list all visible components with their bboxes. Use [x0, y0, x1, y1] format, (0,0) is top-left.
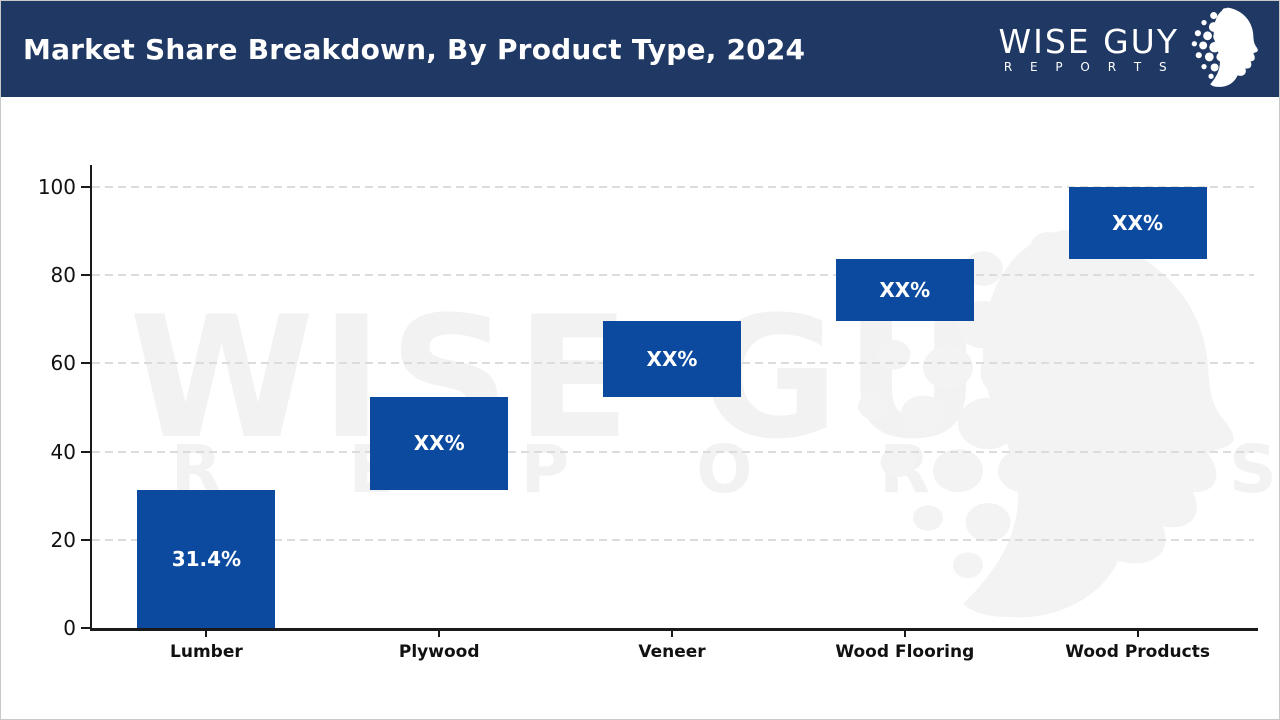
bar-value-label: XX%	[646, 346, 698, 371]
x-tick-mark	[671, 630, 673, 637]
gridline	[92, 186, 1254, 188]
y-tick-label: 80	[50, 263, 76, 288]
y-tick-mark	[81, 274, 90, 277]
gridline	[92, 538, 1254, 541]
y-tick-label: 60	[50, 351, 76, 376]
bar-wood-flooring: XX%	[835, 258, 974, 322]
bar-wood-products: XX%	[1068, 187, 1207, 259]
header-bar: Market Share Breakdown, By Product Type,…	[1, 1, 1279, 97]
logo-text: WISE GUY R E P O R T S	[998, 25, 1179, 73]
y-tick-mark	[81, 450, 90, 453]
y-tick-mark	[81, 627, 90, 629]
x-category-label: Veneer	[638, 642, 706, 662]
x-category-label: Wood Flooring	[835, 642, 975, 662]
bar-value-label: XX%	[413, 431, 465, 456]
x-tick-mark	[1136, 630, 1139, 637]
x-tick-mark	[438, 630, 441, 637]
wiseguy-logo: WISE GUY R E P O R T S	[998, 5, 1265, 93]
y-tick-label: 0	[63, 616, 76, 640]
y-axis-line	[90, 164, 92, 630]
x-category-label: Lumber	[170, 642, 243, 662]
y-tick-label: 40	[50, 439, 76, 464]
x-category-label: Wood Products	[1065, 642, 1210, 662]
bar-lumber: 31.4%	[137, 489, 276, 628]
y-tick-mark	[81, 186, 90, 188]
dotted-head-icon	[1191, 7, 1258, 87]
y-tick-mark	[81, 538, 90, 541]
logo-wordmark: WISE GUY	[998, 22, 1179, 61]
bar-veneer: XX%	[603, 321, 741, 397]
bar-value-label: XX%	[879, 277, 931, 302]
chart-title: Market Share Breakdown, By Product Type,…	[23, 32, 806, 66]
bar-value-label: 31.4%	[171, 546, 242, 571]
bar-value-label: XX%	[1112, 210, 1164, 235]
y-tick-label: 20	[50, 527, 76, 552]
gridline	[92, 450, 1254, 453]
x-axis-line	[90, 628, 1258, 631]
x-tick-mark	[903, 630, 906, 637]
chart-area: WISE GUY R E P O R T S 0 20 40 60 80 100 31.4%…	[1, 97, 1279, 719]
logo-subtitle: R E P O R T S	[1003, 60, 1174, 74]
x-category-label: Plywood	[398, 642, 480, 662]
x-tick-mark	[205, 630, 208, 637]
y-tick-label: 100	[37, 175, 76, 199]
bar-plywood: XX%	[370, 396, 509, 490]
y-tick-mark	[81, 362, 90, 365]
gridline	[92, 274, 1254, 277]
